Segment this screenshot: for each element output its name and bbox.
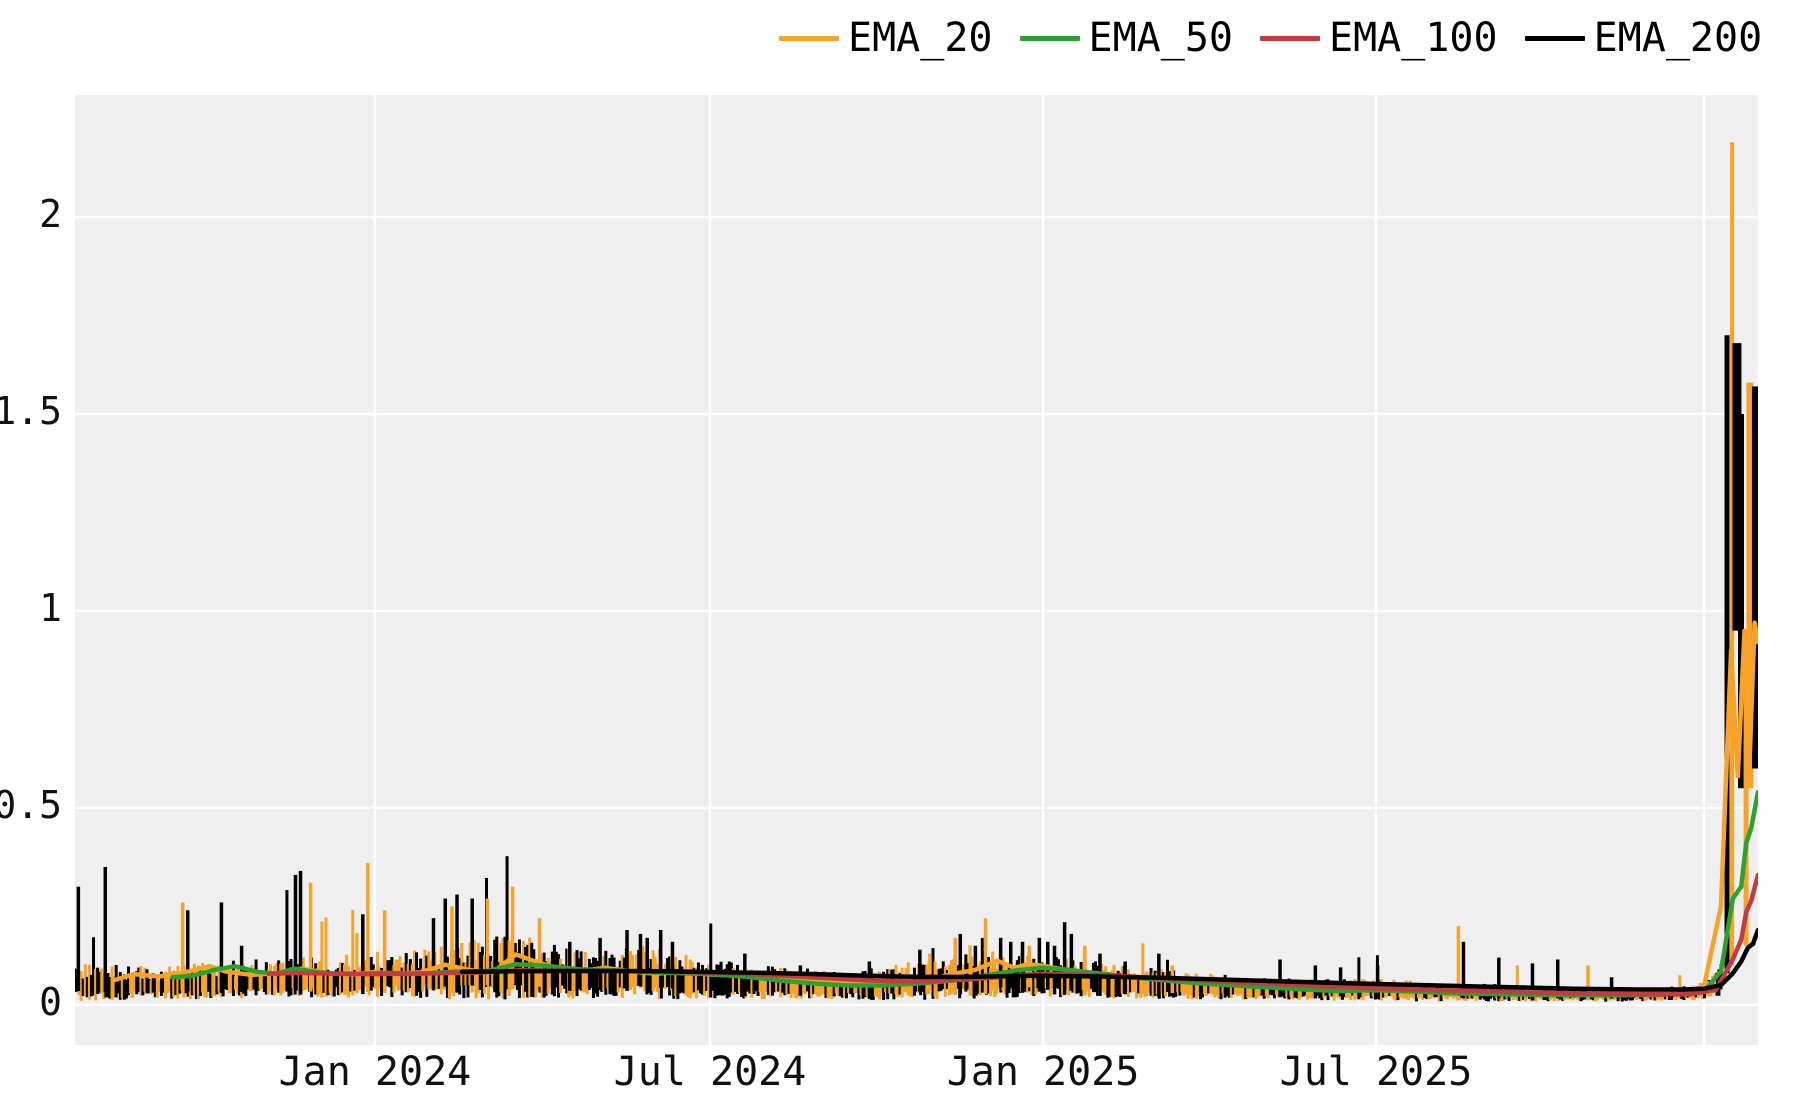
x-tick-label: Jan 2025 (946, 1049, 1140, 1095)
y-tick-label: 1 (39, 585, 62, 630)
y-tick-label: 1.5 (0, 389, 62, 434)
ema-50-legend-line-icon (1019, 35, 1080, 41)
legend-item-ema-200: EMA_200 (1524, 15, 1763, 61)
legend-label-ema-20: EMA_20 (848, 15, 993, 61)
y-tick-label: 0.5 (0, 782, 62, 827)
y-tick-label: 0 (39, 979, 62, 1024)
legend-label-ema-100: EMA_100 (1329, 15, 1498, 61)
legend-label-ema-50: EMA_50 (1088, 15, 1234, 61)
legend: EMA_20 EMA_50 EMA_100 EMA_200 (779, 10, 1762, 66)
ema-200-legend-line-icon (1524, 35, 1585, 41)
ema-20-legend-line-icon (779, 35, 839, 41)
y-tick-label: 2 (39, 192, 62, 237)
x-tick-label: Jan 2024 (278, 1049, 472, 1095)
legend-label-ema-200: EMA_200 (1593, 15, 1763, 61)
ema-100-legend-line-icon (1260, 35, 1320, 41)
x-tick-label: Jul 2025 (1279, 1049, 1473, 1095)
legend-item-ema-100: EMA_100 (1260, 15, 1498, 61)
x-tick-label: Jul 2024 (613, 1049, 807, 1095)
legend-item-ema-20: EMA_20 (779, 15, 993, 61)
legend-item-ema-50: EMA_50 (1019, 15, 1234, 61)
